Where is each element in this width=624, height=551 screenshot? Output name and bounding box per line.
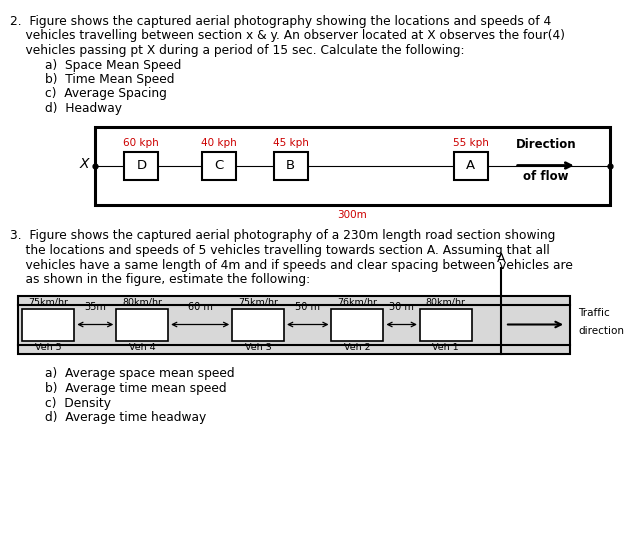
- Text: Traffic: Traffic: [578, 309, 610, 318]
- Text: a)  Average space mean speed: a) Average space mean speed: [45, 368, 235, 381]
- Text: the locations and speeds of 5 vehicles travelling towards section A. Assuming th: the locations and speeds of 5 vehicles t…: [10, 244, 550, 257]
- Bar: [454, 152, 488, 180]
- Bar: [274, 152, 308, 180]
- Text: 35m: 35m: [84, 302, 106, 312]
- Bar: [124, 152, 158, 180]
- Text: 55 kph: 55 kph: [453, 138, 489, 149]
- Bar: [22, 309, 74, 341]
- Bar: [116, 309, 168, 341]
- Text: 30 m: 30 m: [389, 302, 414, 312]
- Bar: [18, 295, 570, 354]
- Text: vehicles travelling between section x & y. An observer located at X observes the: vehicles travelling between section x & …: [10, 30, 565, 42]
- Bar: [232, 309, 284, 341]
- Text: A: A: [466, 159, 475, 172]
- Text: b)  Time Mean Speed: b) Time Mean Speed: [45, 73, 175, 86]
- Text: 76km/hr: 76km/hr: [338, 298, 378, 306]
- Text: Veh 3: Veh 3: [245, 343, 271, 352]
- Text: D: D: [136, 159, 147, 172]
- Text: Direction: Direction: [515, 138, 576, 152]
- Bar: [95, 127, 610, 204]
- Text: X: X: [79, 156, 89, 170]
- Text: 60 m: 60 m: [188, 302, 213, 312]
- Text: 45 kph: 45 kph: [273, 138, 309, 149]
- Text: of flow: of flow: [523, 170, 568, 182]
- Text: vehicles passing pt X during a period of 15 sec. Calculate the following:: vehicles passing pt X during a period of…: [10, 44, 464, 57]
- Text: c)  Average Spacing: c) Average Spacing: [45, 88, 167, 100]
- Text: A: A: [497, 252, 505, 266]
- Text: 2.  Figure shows the captured aerial photography showing the locations and speed: 2. Figure shows the captured aerial phot…: [10, 15, 551, 28]
- Text: vehicles have a same length of 4m and if speeds and clear spacing between vehicl: vehicles have a same length of 4m and if…: [10, 258, 573, 272]
- Text: 60 kph: 60 kph: [124, 138, 159, 149]
- Text: 75km/hr: 75km/hr: [28, 298, 69, 306]
- Text: Veh 1: Veh 1: [432, 343, 459, 352]
- Text: 75km/hr: 75km/hr: [238, 298, 278, 306]
- Text: 3.  Figure shows the captured aerial photography of a 230m length road section s: 3. Figure shows the captured aerial phot…: [10, 230, 555, 242]
- Bar: [420, 309, 472, 341]
- Text: direction: direction: [578, 327, 624, 337]
- Text: 300m: 300m: [338, 210, 368, 220]
- Text: as shown in the figure, estimate the following:: as shown in the figure, estimate the fol…: [10, 273, 310, 286]
- Text: b)  Average time mean speed: b) Average time mean speed: [45, 382, 227, 395]
- Text: c)  Density: c) Density: [45, 397, 111, 409]
- Text: a)  Space Mean Speed: a) Space Mean Speed: [45, 58, 182, 72]
- Text: C: C: [214, 159, 223, 172]
- Text: d)  Headway: d) Headway: [45, 102, 122, 115]
- Text: d)  Average time headway: d) Average time headway: [45, 411, 207, 424]
- Bar: [202, 152, 236, 180]
- Text: Veh 2: Veh 2: [344, 343, 371, 352]
- Text: 80km/hr: 80km/hr: [122, 298, 162, 306]
- Bar: [331, 309, 384, 341]
- Text: 50 m: 50 m: [295, 302, 320, 312]
- Text: Veh 4: Veh 4: [129, 343, 155, 352]
- Text: B: B: [286, 159, 295, 172]
- Text: 40 kph: 40 kph: [201, 138, 236, 149]
- Text: 80km/hr: 80km/hr: [426, 298, 466, 306]
- Text: Veh 5: Veh 5: [35, 343, 62, 352]
